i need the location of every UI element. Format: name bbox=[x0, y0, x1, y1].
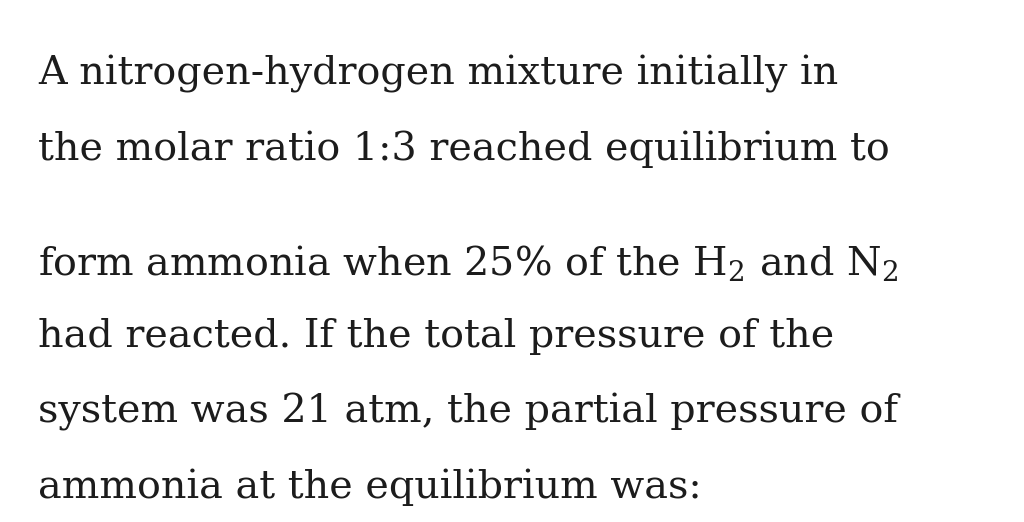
Text: form ammonia when 25% of the $\mathregular{H_2}$ and $\mathregular{N_2}$: form ammonia when 25% of the $\mathregul… bbox=[38, 243, 898, 283]
Text: had reacted. If the total pressure of the: had reacted. If the total pressure of th… bbox=[38, 318, 835, 355]
Text: ammonia at the equilibrium was:: ammonia at the equilibrium was: bbox=[38, 468, 701, 505]
Text: system was 21 atm, the partial pressure of: system was 21 atm, the partial pressure … bbox=[38, 393, 898, 431]
Text: A nitrogen-hydrogen mixture initially in: A nitrogen-hydrogen mixture initially in bbox=[38, 55, 839, 93]
Text: the molar ratio 1:3 reached equilibrium to: the molar ratio 1:3 reached equilibrium … bbox=[38, 130, 890, 168]
